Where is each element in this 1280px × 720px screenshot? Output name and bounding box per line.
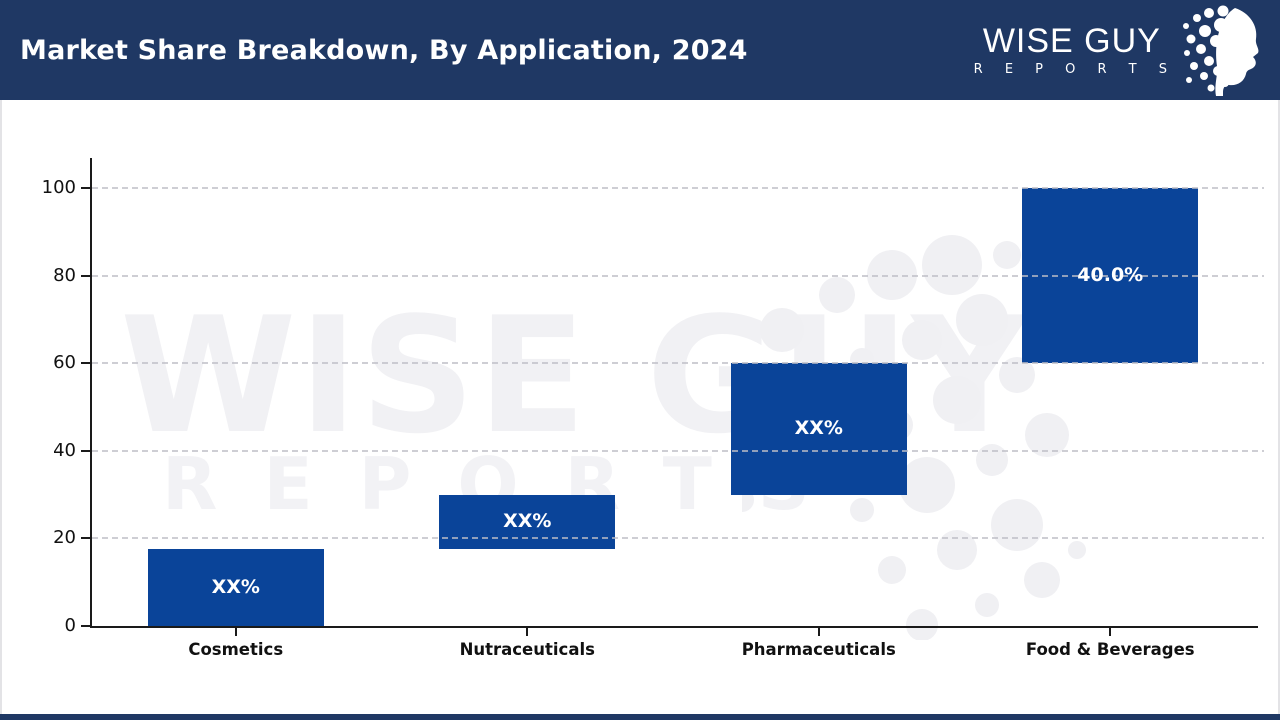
header: Market Share Breakdown, By Application, … [0,0,1280,100]
y-tick-label-80: 80 [53,264,76,286]
y-tick-label-100: 100 [41,177,76,198]
x-tick-label-cosmetics: Cosmetics [188,640,284,659]
bar-pharmaceuticals [730,363,907,495]
y-tick-mark-40 [81,449,90,452]
gridline-y-80 [92,274,1264,277]
gridline-y-100 [92,187,1264,189]
bar-value-label: XX% [211,575,260,598]
logo-wordmark: WISE GUY [982,21,1161,60]
x-tick-mark [526,628,529,636]
y-tick-label-60: 60 [53,352,76,374]
x-tick-label-nutraceuticals: Nutraceuticals [459,640,595,659]
y-tick-label-0: 0 [64,615,76,636]
page-title: Market Share Breakdown, By Application, … [20,34,748,66]
y-tick-mark-0 [81,625,90,627]
x-axis-spine [90,626,1258,628]
x-tick-label-food-beverages: Food & Beverages [1025,640,1195,659]
gridline-y-20 [92,537,1264,540]
y-tick-mark-100 [81,187,90,189]
logo-subtitle: R E P O R T S [973,61,1176,77]
wise-guy-logo: WISE GUY R E P O R T S [968,4,1266,96]
y-tick-mark-80 [81,274,90,277]
y-axis-spine [90,158,92,628]
x-tick-mark [234,628,237,636]
x-tick-mark [1109,628,1112,636]
chart-area: WISE GUY REPORTS 0 20 40 60 80 100 XX% Cosmetic… [0,100,1280,714]
gridline-y-60 [92,362,1264,365]
logo-face-icon [1183,5,1259,96]
footer-strip [0,714,1280,720]
y-tick-mark-60 [81,362,90,365]
y-tick-label-40: 40 [53,439,76,461]
gridline-y-40 [92,449,1264,452]
bar-value-label: 40.0% [1077,263,1144,286]
y-tick-label-20: 20 [53,527,76,549]
x-tick-label-pharmaceuticals: Pharmaceuticals [741,640,896,659]
watermark-face-dots [742,235,1086,640]
bar-value-label: XX% [503,509,552,532]
x-tick-mark [817,628,820,636]
bar-nutraceuticals [439,494,616,550]
bar-value-label: XX% [794,416,843,439]
y-tick-mark-20 [81,537,90,540]
bar-cosmetics [147,549,324,626]
